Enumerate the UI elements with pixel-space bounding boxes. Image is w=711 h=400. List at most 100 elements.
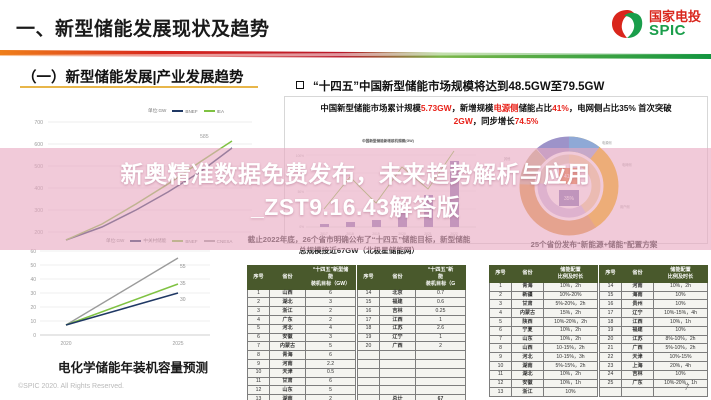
table-row[interactable]: 16 贵州 10% <box>599 299 708 310</box>
table-row[interactable]: 17 江西 1 <box>357 315 466 325</box>
svg-text:2025: 2025 <box>172 341 183 347</box>
table-row[interactable]: 20 江苏 8%-10%，2h <box>599 334 708 345</box>
cell-empty <box>599 387 622 398</box>
cell-value: 5%-20%，2h <box>543 299 598 310</box>
th-index: 序号 <box>247 265 270 290</box>
svg-text:60: 60 <box>30 249 36 255</box>
spic-leaf-icon <box>610 8 644 40</box>
spic-logo: 国家电投 SPIC <box>610 8 701 40</box>
table-row[interactable]: 14 北京 0.7 <box>357 288 466 299</box>
table-row[interactable]: 21 广西 5%-10%，2h <box>599 343 708 354</box>
table-row[interactable]: 17 辽宁 10%-15%，4h <box>599 308 708 318</box>
table-row[interactable]: 18 江苏 2.6 <box>357 323 466 334</box>
table-row[interactable]: 14 河南 10%，2h <box>599 281 708 292</box>
cell-index: 24 <box>599 369 622 380</box>
table-row[interactable]: 18 江西 10%，1h <box>599 316 708 327</box>
table-row[interactable]: 15 福建 0.6 <box>357 297 466 308</box>
table-row[interactable]: 23 上海 20%，4h <box>599 360 708 371</box>
table-row[interactable]: 2 新疆 10%-20% <box>489 290 598 301</box>
square-bullet-icon <box>296 81 304 89</box>
legend-swatch-iea <box>203 110 215 112</box>
table-row[interactable]: 3 浙江 2 <box>247 306 356 317</box>
table-row[interactable]: 19 福建 10% <box>599 325 708 336</box>
cell-value: 5%-10%，2h <box>653 343 708 354</box>
cell-empty <box>379 376 416 387</box>
table-row[interactable]: 8 青海 6 <box>247 350 356 360</box>
cell-value: 20%，4h <box>653 360 708 371</box>
table-row[interactable]: 4 内蒙古 15%，2h <box>489 308 598 318</box>
legend-left-top-chart: 单位:GW BNEF IEA <box>148 108 224 114</box>
table-row-empty <box>357 376 466 387</box>
cell-province: 河南 <box>269 359 306 369</box>
svg-text:500: 500 <box>34 164 43 170</box>
cell-province: 安徽 <box>511 378 544 389</box>
table-row[interactable]: 15 海南 10% <box>599 290 708 301</box>
cell-province: 江西 <box>379 315 416 325</box>
table-row[interactable]: 19 辽宁 1 <box>357 332 466 343</box>
table-row[interactable]: 1 山西 6 <box>247 288 356 299</box>
table-row[interactable]: 13 浙江 10% <box>489 387 598 398</box>
table-row[interactable]: 6 安徽 3 <box>247 332 356 343</box>
th-province-2: 省份 <box>379 265 416 290</box>
cell-province: 广西 <box>621 343 654 354</box>
hl-value-5: 74.5% <box>514 115 539 126</box>
table-row[interactable]: 8 山西 10-15%，2h <box>489 343 598 354</box>
table-row[interactable]: 12 山东 5 <box>247 385 356 396</box>
table-row[interactable]: 5 河北 4 <box>247 323 356 334</box>
cell-value: 0.25 <box>415 306 466 317</box>
cell-empty <box>415 376 466 387</box>
table-row[interactable]: 10 湖南 5%-15%，2h <box>489 360 598 371</box>
table-row[interactable]: 20 广西 2 <box>357 341 466 352</box>
cell-index: 11 <box>247 376 270 387</box>
cell-index: 16 <box>357 306 380 317</box>
table-row[interactable]: 3 甘肃 5%-20%，2h <box>489 299 598 310</box>
chart-left-bottom-caption: 电化学储能年装机容量预测 <box>57 361 208 375</box>
bullet-headline-text: “十四五”中国新型储能市场规模将达到48.5GW至79.5GW <box>313 81 605 93</box>
hl-value-2: 电源侧 <box>493 103 519 113</box>
cell-empty <box>415 359 466 369</box>
cell-empty <box>379 359 416 369</box>
table-storage-ratio-part1: 序号 省份 储能配置 比例及时长 1 青海 10%，2h 2 新疆 10%-20% 3 甘肃 5%… <box>489 265 598 398</box>
cell-index: 22 <box>599 352 622 362</box>
table-row[interactable]: 11 湖北 10%，2h <box>489 369 598 380</box>
cell-value: 10%-20%，2h <box>543 316 598 327</box>
table-row[interactable]: 12 安徽 10%，1h <box>489 378 598 389</box>
table-row[interactable]: 5 陕西 10%-20%，2h <box>489 316 598 327</box>
th-ratio-2: 储能配置 比例及时长 <box>653 265 708 283</box>
cell-empty <box>653 387 708 398</box>
table-row[interactable]: 1 青海 10%，2h <box>489 281 598 292</box>
cell-value: 10%，1h <box>543 378 598 389</box>
table-row[interactable]: 11 甘肃 6 <box>247 376 356 387</box>
table-row[interactable]: 25 广东 10%-20%，1h <box>599 378 708 389</box>
table-row[interactable]: 24 吉林 10% <box>599 369 708 380</box>
table-row[interactable]: 22 天津 10%-15% <box>599 352 708 362</box>
legend-unit-label: 单位:GW <box>148 108 167 113</box>
table-row[interactable]: 7 山东 10%，2h <box>489 334 598 345</box>
table-row[interactable]: 16 吉林 0.25 <box>357 306 466 317</box>
svg-text:0: 0 <box>33 333 36 339</box>
cell-province: 吉林 <box>621 369 654 380</box>
cell-empty <box>621 387 654 398</box>
cell-index: 13 <box>247 394 270 400</box>
cell-index: 25 <box>599 378 622 389</box>
cell-index: 13 <box>489 387 512 398</box>
cell-province: 广西 <box>379 341 416 352</box>
svg-text:0%: 0% <box>299 225 304 229</box>
cell-index: 5 <box>247 323 270 334</box>
cell-province: 福建 <box>379 297 416 308</box>
cell-index: 10 <box>247 367 270 378</box>
cell-index: 20 <box>599 334 622 345</box>
cell-total-label: 总计 <box>379 394 416 400</box>
table-row-empty <box>599 387 708 398</box>
table-row[interactable]: 13 湖南 2 <box>247 394 356 400</box>
table-row[interactable]: 9 河南 2.2 <box>247 359 356 369</box>
table-row[interactable]: 10 天津 0.5 <box>247 367 356 378</box>
table-row[interactable]: 7 内蒙古 5 <box>247 341 356 352</box>
table-row[interactable]: 6 宁夏 10%，2h <box>489 325 598 336</box>
cell-index: 3 <box>247 306 270 317</box>
table-row[interactable]: 2 湖北 3 <box>247 297 356 308</box>
cell-value: 10%，2h <box>543 334 598 345</box>
table-row-empty <box>357 367 466 378</box>
table-row[interactable]: 4 广东 2 <box>247 315 356 325</box>
table-row[interactable]: 9 河北 10-15%，3h <box>489 352 598 362</box>
